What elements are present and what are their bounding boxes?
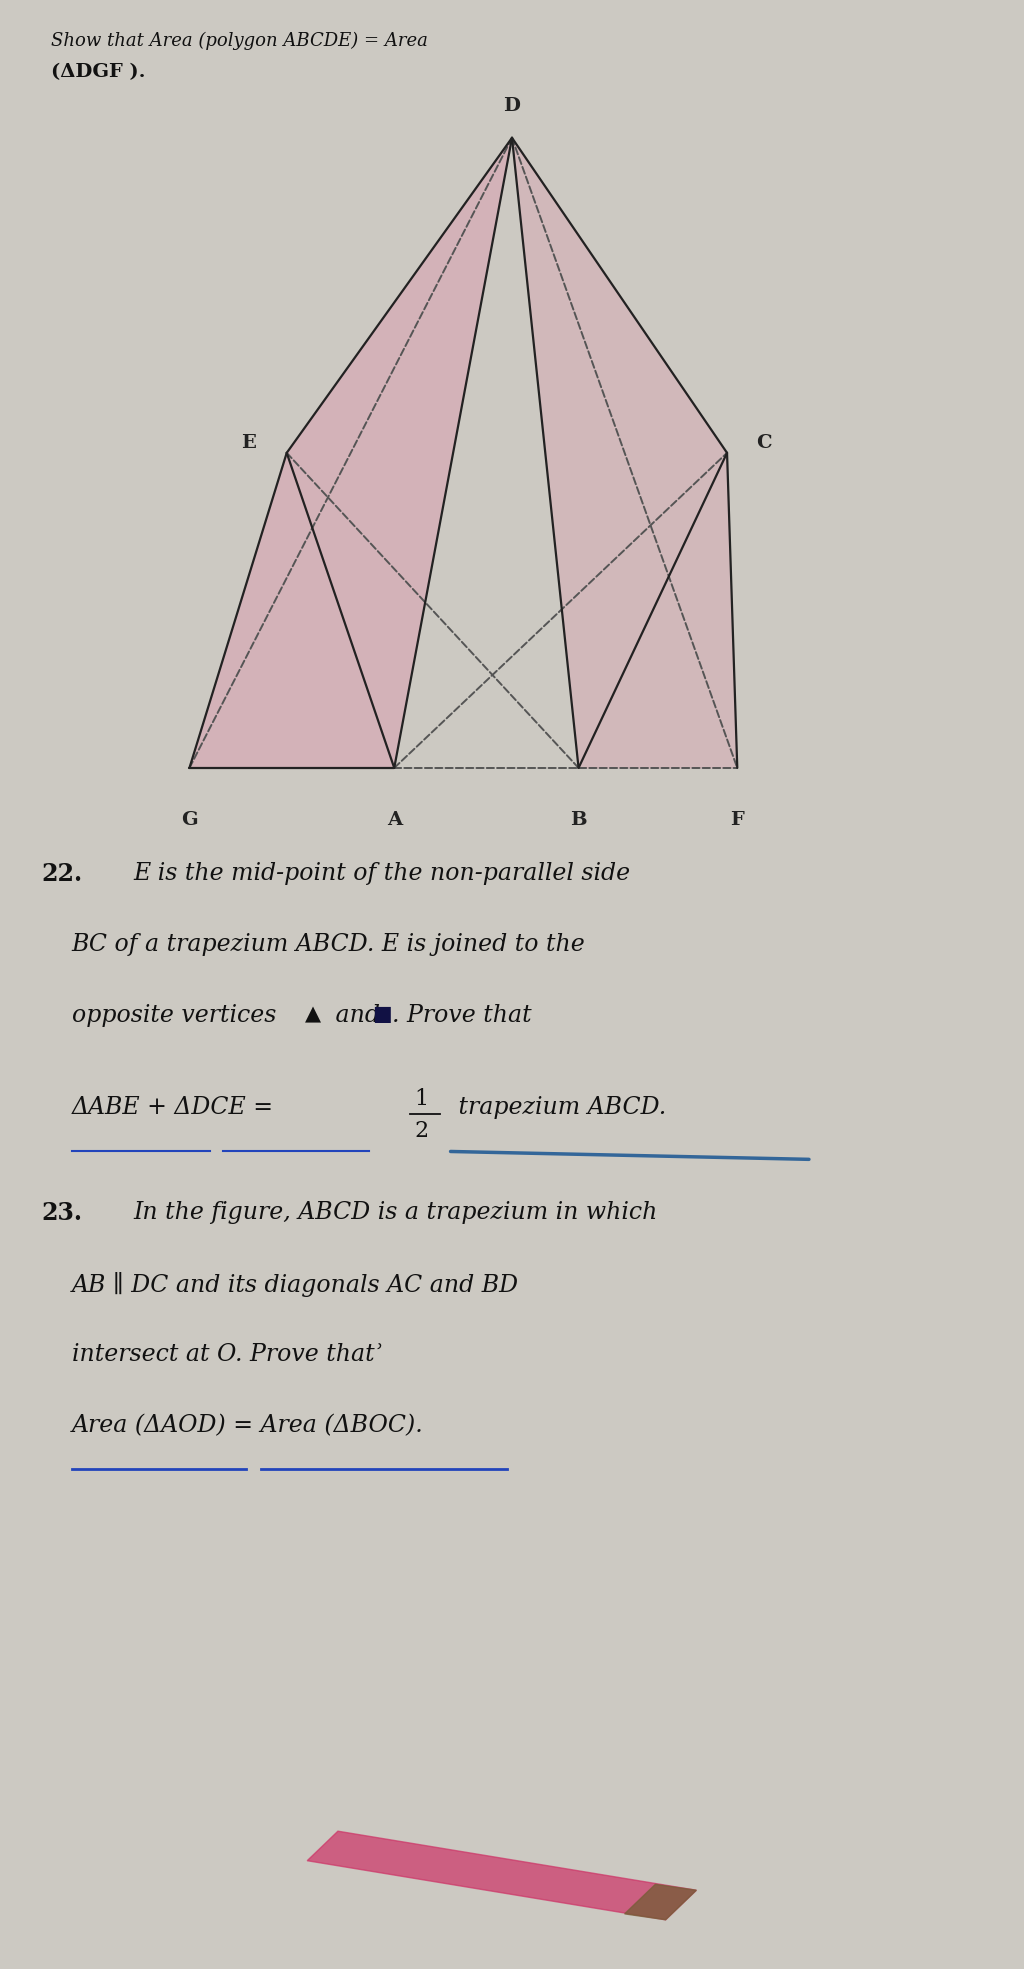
Text: BC of a trapezium ABCD. E is joined to the: BC of a trapezium ABCD. E is joined to t…: [72, 933, 586, 957]
Text: ΔABE + ΔDCE =: ΔABE + ΔDCE =: [72, 1097, 282, 1118]
Text: trapezium ABCD.: trapezium ABCD.: [451, 1097, 666, 1118]
Text: A: A: [387, 811, 401, 829]
Text: E is the mid-point of the non-parallel side: E is the mid-point of the non-parallel s…: [133, 862, 630, 886]
Polygon shape: [287, 138, 512, 768]
Text: intersect at O. Prove thatʾ: intersect at O. Prove thatʾ: [72, 1343, 382, 1366]
Text: Show that Area (polygon ABCDE) = Area: Show that Area (polygon ABCDE) = Area: [51, 32, 428, 49]
Text: E: E: [241, 433, 256, 453]
Text: 23.: 23.: [41, 1201, 82, 1225]
Polygon shape: [189, 453, 394, 768]
Text: 1: 1: [415, 1089, 429, 1111]
Polygon shape: [625, 1884, 696, 1920]
Polygon shape: [307, 1831, 696, 1920]
Text: AB ∥ DC and its diagonals AC and BD: AB ∥ DC and its diagonals AC and BD: [72, 1272, 519, 1298]
Text: C: C: [756, 433, 771, 453]
Text: and: and: [328, 1004, 387, 1028]
Text: Area (ΔAOD) = Area (ΔBOC).: Area (ΔAOD) = Area (ΔBOC).: [72, 1414, 424, 1437]
Text: opposite vertices: opposite vertices: [72, 1004, 284, 1028]
Text: In the figure, ABCD is a trapezium in which: In the figure, ABCD is a trapezium in wh…: [133, 1201, 657, 1225]
Text: . Prove that: . Prove that: [392, 1004, 531, 1028]
Polygon shape: [579, 453, 737, 768]
Text: B: B: [570, 811, 587, 829]
Text: ▲: ▲: [305, 1004, 322, 1024]
Text: (ΔDGF ).: (ΔDGF ).: [51, 63, 145, 81]
Text: F: F: [730, 811, 744, 829]
Polygon shape: [512, 138, 727, 768]
Text: ■: ■: [372, 1004, 391, 1024]
Text: 22.: 22.: [41, 862, 82, 886]
Text: D: D: [504, 96, 520, 116]
Text: G: G: [181, 811, 198, 829]
Text: 2: 2: [415, 1120, 429, 1142]
